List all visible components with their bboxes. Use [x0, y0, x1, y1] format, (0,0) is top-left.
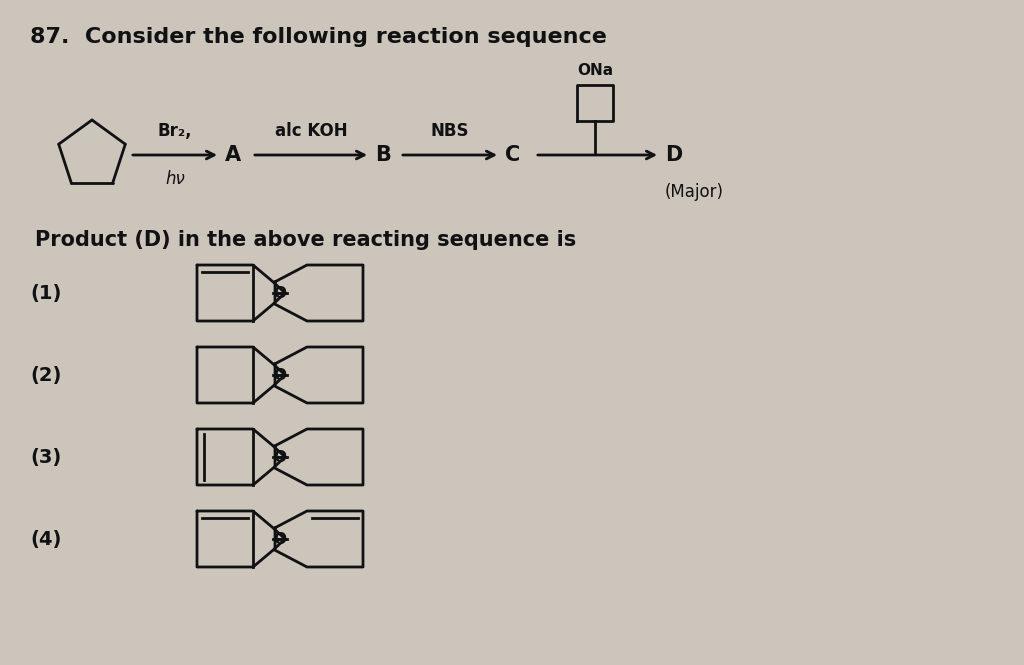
- Text: A: A: [225, 145, 241, 165]
- Text: B: B: [375, 145, 391, 165]
- Text: alc KOH: alc KOH: [274, 122, 347, 140]
- Text: C: C: [505, 145, 520, 165]
- Text: O: O: [273, 368, 287, 382]
- Text: D: D: [665, 145, 682, 165]
- Text: 87.  Consider the following reaction sequence: 87. Consider the following reaction sequ…: [30, 27, 607, 47]
- Text: (4): (4): [30, 529, 61, 549]
- Text: NBS: NBS: [431, 122, 469, 140]
- Text: (1): (1): [30, 283, 61, 303]
- Text: Br₂,: Br₂,: [158, 122, 193, 140]
- Text: Product (D) in the above reacting sequence is: Product (D) in the above reacting sequen…: [35, 230, 577, 250]
- Text: (3): (3): [30, 448, 61, 467]
- Text: (Major): (Major): [665, 183, 724, 201]
- Text: hν: hν: [165, 170, 185, 188]
- Text: ONa: ONa: [577, 63, 613, 78]
- Text: O: O: [273, 450, 287, 464]
- Text: (2): (2): [30, 366, 61, 384]
- Text: O: O: [273, 285, 287, 301]
- Text: O: O: [273, 531, 287, 547]
